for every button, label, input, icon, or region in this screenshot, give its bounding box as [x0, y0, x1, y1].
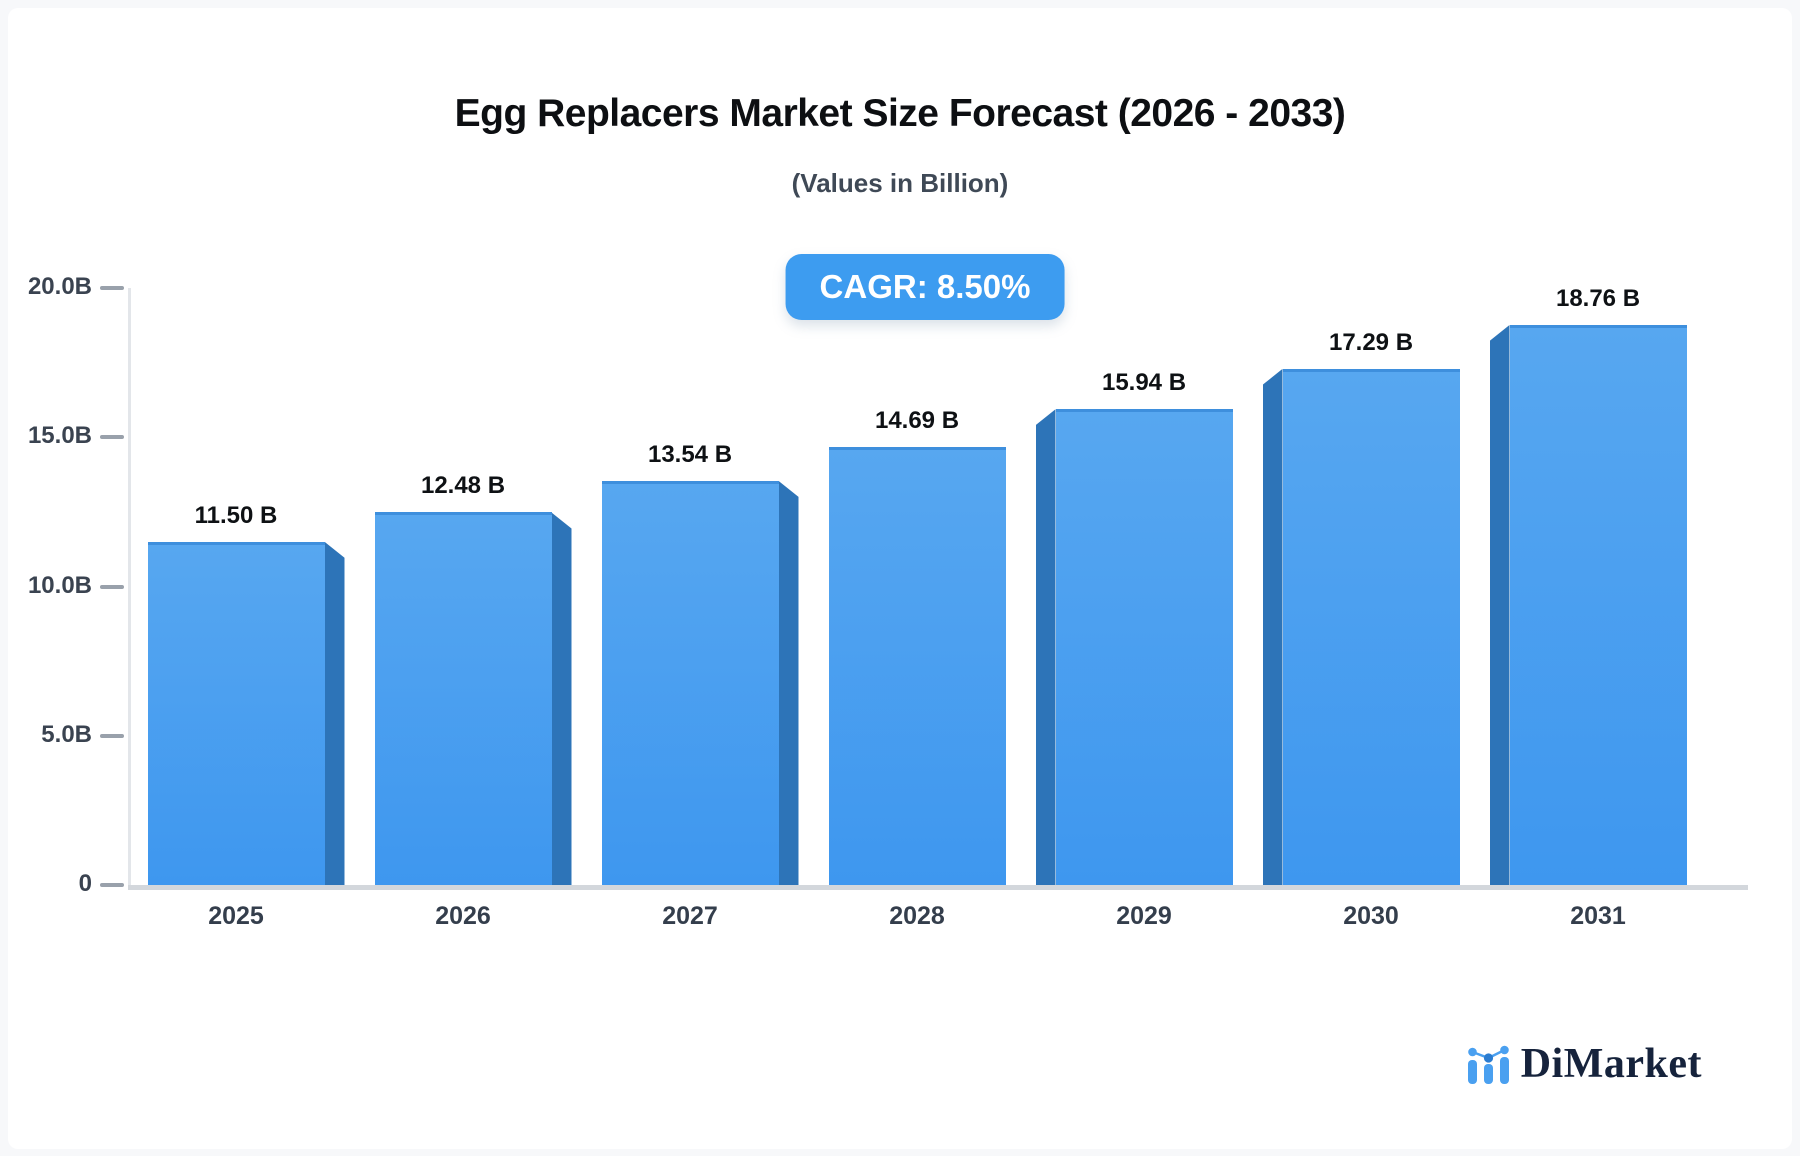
brand-logo: DiMarket: [1467, 1042, 1702, 1086]
x-axis-label: 2028: [889, 902, 945, 930]
y-tick-label: 15.0B: [27, 422, 92, 450]
y-tick-label: 0: [78, 870, 92, 897]
bar-face: [1055, 409, 1233, 885]
bar-face: [147, 541, 325, 885]
y-axis-line: [128, 288, 131, 889]
bar-face: [601, 480, 779, 885]
bar-value-label: 12.48 B: [420, 472, 506, 500]
bar-side-face: [324, 541, 345, 885]
bar-value-label: 18.76 B: [1555, 285, 1641, 312]
y-tick-dash: [100, 733, 124, 738]
x-axis-label: 2029: [1116, 902, 1172, 930]
y-tick-dash: [100, 584, 124, 589]
bar-side-face: [778, 480, 799, 885]
bar-face: [374, 512, 552, 885]
brand-name: DiMarket: [1520, 1041, 1702, 1087]
x-axis-label: 2025: [208, 902, 264, 930]
chart-title: Egg Replacers Market Size Forecast (2026…: [454, 92, 1346, 135]
y-tick-label: 5.0B: [41, 720, 92, 748]
bar-value-label: 15.94 B: [1101, 369, 1187, 397]
y-tick-dash: [100, 286, 124, 290]
y-tick-label: 10.0B: [27, 571, 92, 599]
x-axis-label: 2027: [662, 902, 718, 930]
x-axis-label: 2030: [1343, 902, 1399, 930]
bar-face: [828, 446, 1006, 885]
cagr-badge: CAGR: 8.50%: [785, 254, 1065, 320]
x-axis-label: 2026: [435, 902, 491, 930]
x-axis-baseline: [128, 885, 1748, 890]
x-axis-label: 2031: [1570, 902, 1626, 930]
bar-side-face: [1035, 409, 1056, 885]
bar-face: [1282, 368, 1460, 885]
bar-face: [1509, 325, 1687, 885]
bar-value-label: 13.54 B: [647, 440, 733, 468]
bar-side-face: [1489, 325, 1510, 885]
bar-value-label: 17.29 B: [1328, 328, 1414, 356]
bar-value-label: 14.69 B: [874, 406, 960, 434]
chart-subtitle: (Values in Billion): [791, 168, 1009, 198]
y-tick-label: 20.0B: [27, 273, 92, 300]
mini-bar-line-chart-icon: [1467, 1045, 1509, 1084]
y-tick-dash: [100, 883, 124, 887]
bar-side-face: [551, 512, 572, 885]
y-tick-dash: [100, 435, 124, 440]
bar-side-face: [1262, 368, 1283, 885]
bar-value-label: 11.50 B: [194, 501, 278, 529]
